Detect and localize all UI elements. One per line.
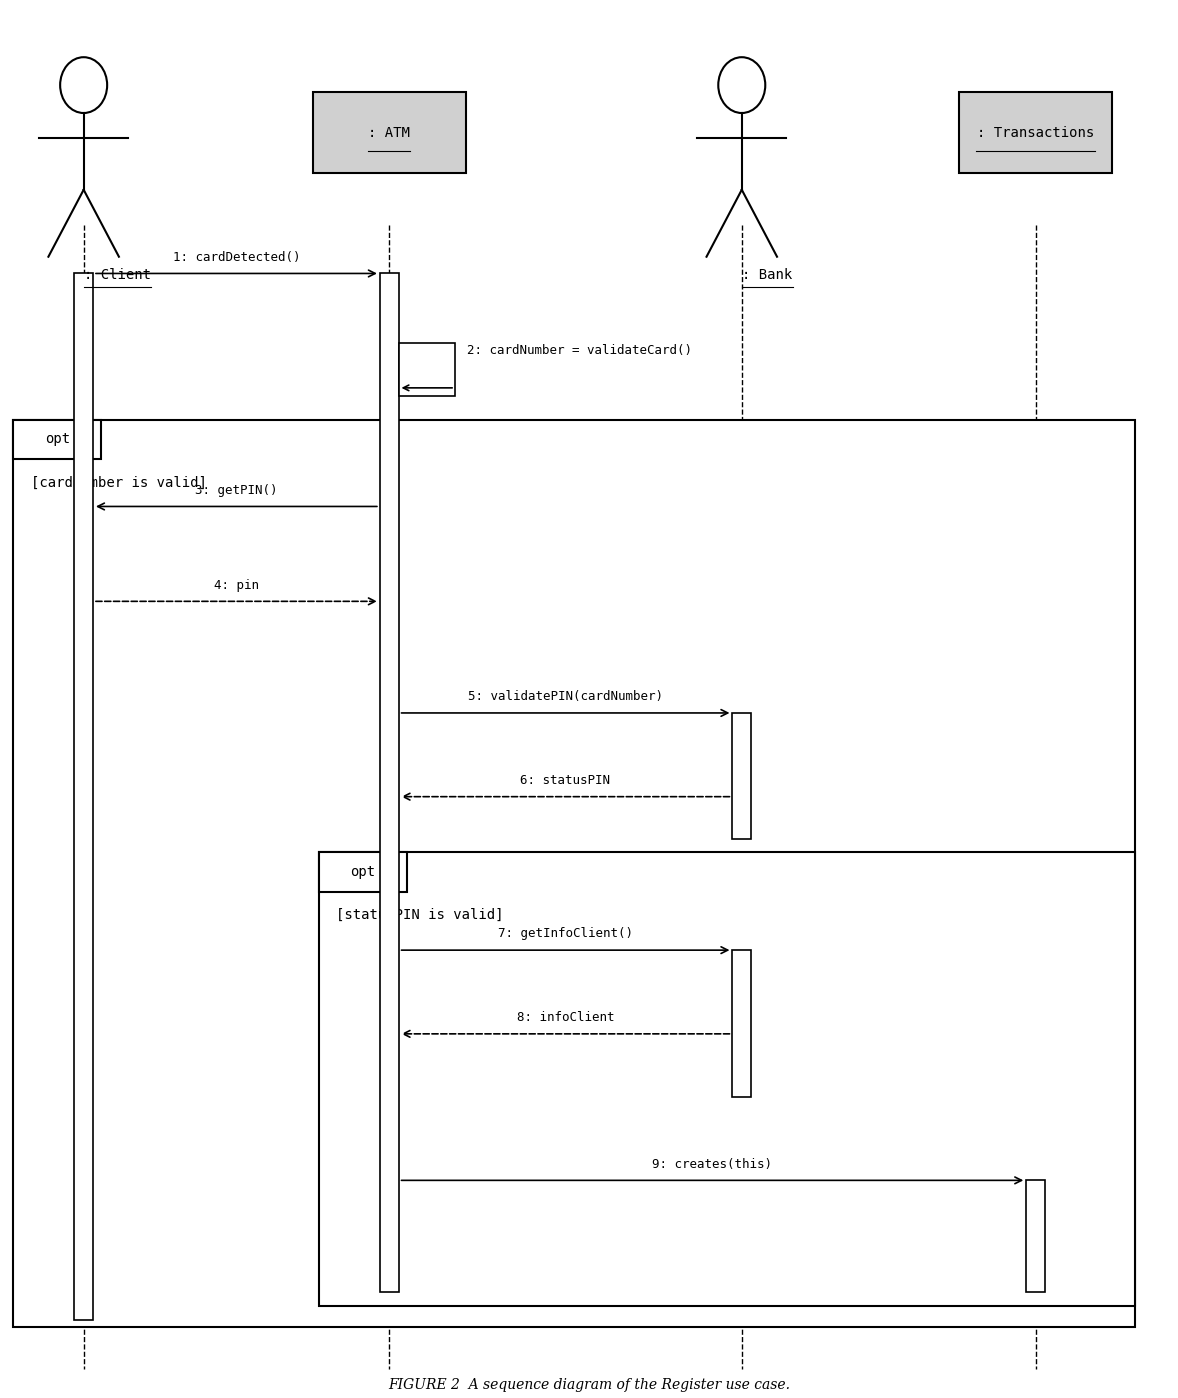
- Text: opt: opt: [45, 432, 70, 446]
- Bar: [319, 853, 406, 892]
- Bar: [74, 274, 93, 1320]
- Text: 4: pin: 4: pin: [214, 579, 259, 591]
- Bar: [319, 853, 1136, 1306]
- Text: 2: cardNumber = validateCard(): 2: cardNumber = validateCard(): [466, 344, 691, 356]
- Text: : ATM: : ATM: [369, 126, 410, 140]
- Text: 1: cardDetected(): 1: cardDetected(): [173, 250, 300, 264]
- Text: FIGURE 2  A sequence diagram of the Register use case.: FIGURE 2 A sequence diagram of the Regis…: [388, 1378, 790, 1392]
- Text: opt: opt: [350, 865, 376, 879]
- Text: [cardNumber is valid]: [cardNumber is valid]: [31, 475, 206, 489]
- Bar: [733, 951, 752, 1096]
- Text: : Transactions: : Transactions: [977, 126, 1094, 140]
- Bar: [379, 274, 398, 1292]
- Text: [statusPIN is valid]: [statusPIN is valid]: [337, 909, 504, 923]
- Text: : Bank: : Bank: [742, 268, 792, 282]
- Text: 3: getPIN(): 3: getPIN(): [196, 484, 278, 496]
- Text: 5: validatePIN(cardNumber): 5: validatePIN(cardNumber): [468, 691, 663, 703]
- Text: 6: statusPIN: 6: statusPIN: [521, 774, 610, 787]
- Bar: [313, 92, 465, 173]
- Text: : Client: : Client: [84, 268, 151, 282]
- Text: 9: creates(this): 9: creates(this): [653, 1158, 773, 1170]
- Bar: [13, 419, 1136, 1327]
- Text: 8: infoClient: 8: infoClient: [517, 1011, 614, 1025]
- Bar: [959, 92, 1112, 173]
- Bar: [13, 419, 101, 459]
- Bar: [398, 344, 455, 396]
- Text: 7: getInfoClient(): 7: getInfoClient(): [498, 927, 633, 941]
- Bar: [733, 713, 752, 839]
- Bar: [1026, 1180, 1045, 1292]
